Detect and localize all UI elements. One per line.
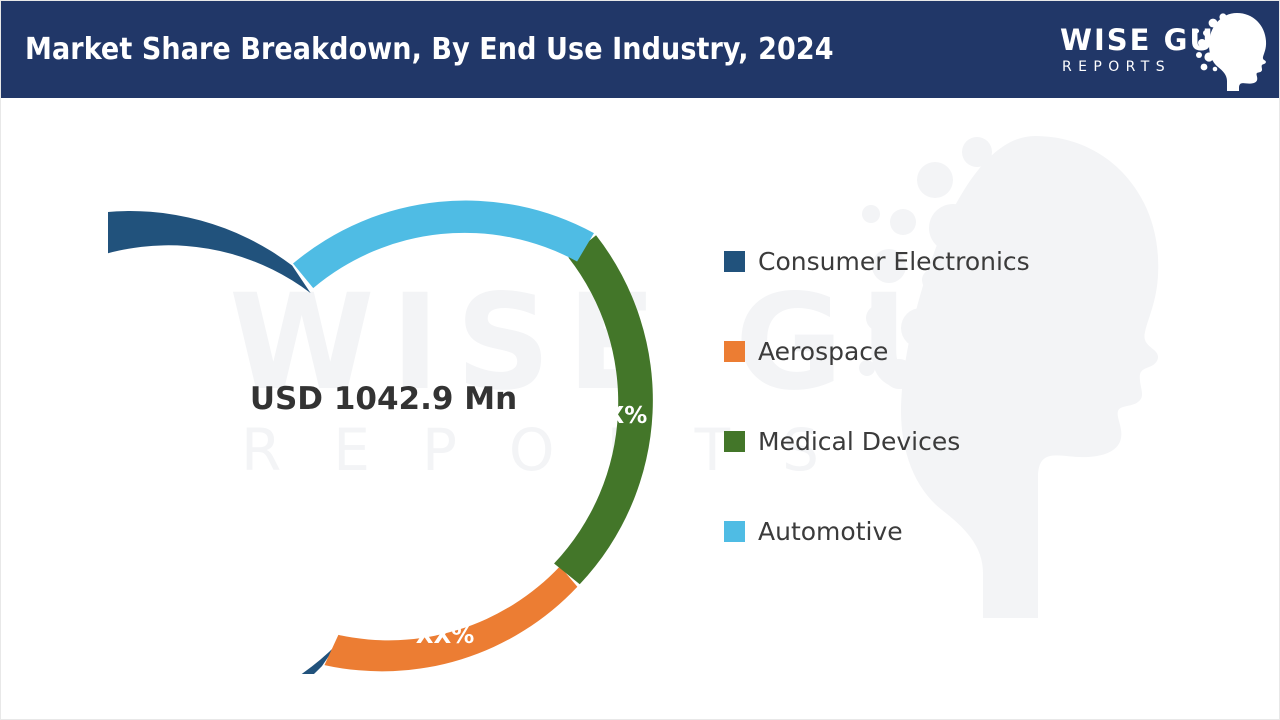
legend-swatch-medical-devices xyxy=(724,430,745,452)
donut-slices xyxy=(108,200,653,674)
dotted-head-silhouette-icon xyxy=(1194,13,1267,91)
page-title: Market Share Breakdown, By End Use Indus… xyxy=(25,32,834,67)
donut-slice-labels: 39.8% XX% XX% XX% xyxy=(150,170,647,649)
slice-label-medical-devices: XX% xyxy=(589,403,648,429)
slice-medical-devices[interactable] xyxy=(554,235,653,585)
slice-consumer-electronics[interactable] xyxy=(108,211,337,674)
legend-swatch-automotive xyxy=(724,520,745,542)
slice-aerospace[interactable] xyxy=(324,566,578,672)
slice-automotive[interactable] xyxy=(293,200,594,289)
legend-label-consumer-electronics: Consumer Electronics xyxy=(758,246,1030,276)
legend-label-automotive: Automotive xyxy=(758,516,903,546)
brand-logo-subwordmark: REPORTS xyxy=(1062,59,1171,75)
brand-logo: WISE GUY REPORTS xyxy=(1060,7,1275,91)
donut-chart-svg: 39.8% XX% XX% XX% xyxy=(108,170,653,674)
legend-item-aerospace[interactable]: Aerospace xyxy=(724,336,1154,366)
legend-label-medical-devices: Medical Devices xyxy=(758,426,961,456)
legend-swatch-consumer-electronics xyxy=(724,250,745,272)
slice-label-aerospace: XX% xyxy=(416,623,475,649)
brand-logo-wordmark: WISE GUY xyxy=(1060,23,1238,57)
legend-swatch-aerospace xyxy=(724,340,745,362)
legend-label-aerospace: Aerospace xyxy=(758,336,889,366)
slice-label-automotive: XX% xyxy=(420,170,479,196)
legend-item-medical-devices[interactable]: Medical Devices xyxy=(724,426,1154,456)
legend-item-consumer-electronics[interactable]: Consumer Electronics xyxy=(724,246,1154,276)
slice-label-consumer-electronics: 39.8% xyxy=(150,503,230,529)
legend-item-automotive[interactable]: Automotive xyxy=(724,516,1154,546)
chart-area: WISE GUY REPORTS xyxy=(1,98,1279,719)
donut-chart: 39.8% XX% XX% XX% USD 1042.9 Mn xyxy=(108,123,659,674)
chart-header-bar: Market Share Breakdown, By End Use Indus… xyxy=(1,1,1279,98)
chart-legend: Consumer Electronics Aerospace Medical D… xyxy=(724,246,1154,608)
